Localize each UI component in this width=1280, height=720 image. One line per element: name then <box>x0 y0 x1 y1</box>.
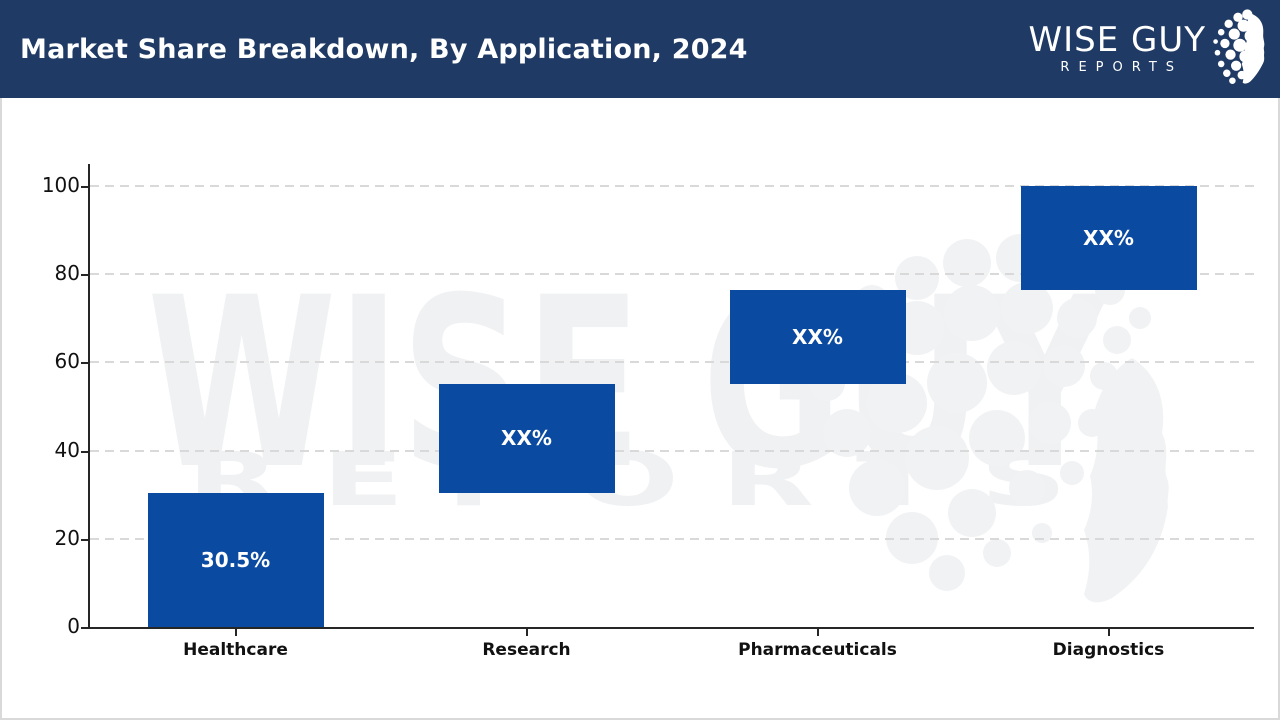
x-tick-mark <box>816 629 819 636</box>
bar-value-label: XX% <box>1083 225 1134 250</box>
plot-area: 30.5% XX% XX% XX% <box>88 164 1254 629</box>
y-tick-label: 100 <box>41 173 80 198</box>
x-tick-mark <box>525 629 528 636</box>
y-tick-mark <box>81 538 88 541</box>
wiseguy-logo: WISE GUY REPORTS <box>1028 8 1266 90</box>
logo-face-icon <box>1213 9 1265 84</box>
y-tick-label: 60 <box>54 349 80 374</box>
logo-wordmark-line1: WISE GUY <box>1028 19 1206 60</box>
bar-research: XX% <box>438 384 615 493</box>
y-tick-mark <box>81 362 88 365</box>
chart-canvas: WISE GUY R E P O R T S 30.5% XX% XX% XX% <box>0 98 1280 720</box>
y-tick-mark <box>81 274 88 277</box>
y-gridline <box>90 273 1254 276</box>
y-gridline <box>90 361 1254 364</box>
bar-pharmaceuticals: XX% <box>729 289 906 385</box>
logo-wordmark-line2: REPORTS <box>1060 60 1184 76</box>
x-category-label: Healthcare <box>183 640 288 660</box>
bar-value-label: XX% <box>501 426 552 451</box>
bar-diagnostics: XX% <box>1020 186 1197 290</box>
x-category-label: Research <box>482 640 571 660</box>
y-gridline <box>90 449 1254 452</box>
bar-value-label: XX% <box>792 325 843 350</box>
x-category-label: Diagnostics <box>1052 640 1165 660</box>
header-bar: Market Share Breakdown, By Application, … <box>0 0 1280 98</box>
y-tick-label: 80 <box>54 261 80 286</box>
x-tick-mark <box>234 629 237 636</box>
x-category-label: Pharmaceuticals <box>738 640 897 660</box>
logo-wordmark: WISE GUY REPORTS <box>1028 19 1206 76</box>
y-tick-label: 20 <box>54 525 80 550</box>
y-tick-label: 0 <box>67 614 80 638</box>
y-tick-label: 40 <box>54 437 80 462</box>
bar-value-label: 30.5% <box>200 547 271 572</box>
y-tick-mark <box>81 450 88 453</box>
page-title: Market Share Breakdown, By Application, … <box>20 33 748 65</box>
y-gridline <box>90 537 1254 540</box>
y-tick-mark <box>81 627 88 629</box>
y-tick-mark <box>81 186 88 189</box>
bar-healthcare: 30.5% <box>147 492 324 627</box>
x-tick-mark <box>1107 629 1110 636</box>
y-gridline <box>90 185 1254 188</box>
